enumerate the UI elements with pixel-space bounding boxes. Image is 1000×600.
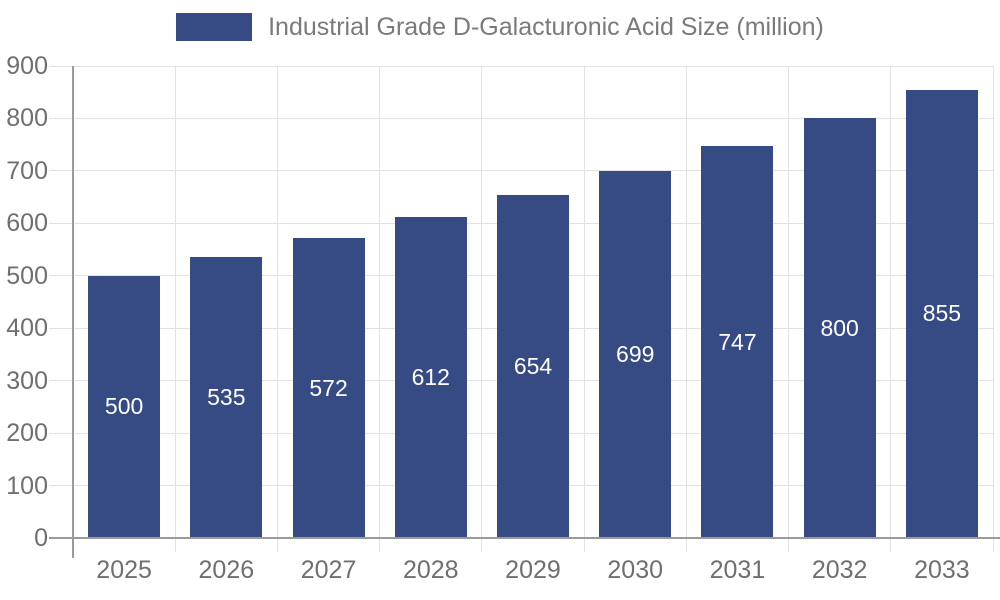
bar-2026: 535 bbox=[190, 257, 263, 538]
gridline-vertical bbox=[379, 66, 381, 552]
y-axis-line bbox=[72, 66, 74, 558]
gridline-horizontal bbox=[49, 117, 993, 119]
gridline-vertical bbox=[481, 66, 483, 552]
x-tick-label: 2028 bbox=[402, 556, 459, 584]
x-tick-label: 2033 bbox=[914, 556, 970, 584]
legend-label: Industrial Grade D-Galacturonic Acid Siz… bbox=[268, 13, 824, 41]
bar-2031: 747 bbox=[701, 146, 774, 538]
gridline-horizontal bbox=[49, 65, 993, 67]
x-tick-label: 2031 bbox=[709, 556, 766, 584]
bar-2032: 800 bbox=[803, 118, 876, 538]
y-tick-label: 200 bbox=[6, 419, 48, 448]
x-tick-label: 2027 bbox=[300, 556, 357, 584]
bar-2027: 572 bbox=[292, 238, 365, 538]
x-tick-label: 2030 bbox=[607, 556, 664, 584]
y-tick-label: 600 bbox=[6, 209, 48, 238]
y-tick-label: 300 bbox=[6, 366, 48, 395]
x-tick-label: 2026 bbox=[198, 556, 255, 584]
bar-value-label: 572 bbox=[309, 374, 348, 401]
bar-2025: 500 bbox=[88, 275, 161, 538]
bar-value-label: 855 bbox=[922, 300, 962, 327]
gridline-vertical bbox=[174, 66, 176, 552]
y-tick-label: 700 bbox=[6, 156, 48, 185]
bar-value-label: 747 bbox=[718, 328, 757, 355]
bar-2030: 699 bbox=[599, 171, 672, 538]
gridline-vertical bbox=[788, 66, 790, 552]
bar-value-label: 500 bbox=[104, 393, 144, 420]
bar-2033: 855 bbox=[905, 89, 978, 538]
x-tick-label: 2025 bbox=[96, 556, 152, 584]
y-tick-label: 900 bbox=[6, 52, 48, 80]
gridline-horizontal bbox=[49, 170, 993, 172]
bar-value-label: 699 bbox=[616, 341, 655, 368]
y-tick-label: 800 bbox=[6, 104, 48, 133]
bar-value-label: 654 bbox=[513, 352, 553, 379]
gridline-vertical bbox=[685, 66, 687, 552]
gridline-vertical bbox=[583, 66, 585, 552]
gridline-vertical bbox=[992, 66, 994, 552]
y-tick-label: 400 bbox=[6, 314, 48, 343]
y-tick-label: 100 bbox=[6, 471, 48, 500]
x-tick-label: 2029 bbox=[505, 556, 561, 584]
bar-value-label: 535 bbox=[207, 384, 246, 411]
chart-legend[interactable]: Industrial Grade D-Galacturonic Acid Siz… bbox=[0, 13, 1000, 41]
bar-value-label: 612 bbox=[411, 364, 450, 390]
bar-2028: 612 bbox=[394, 217, 467, 538]
y-tick-label: 0 bbox=[34, 524, 48, 552]
x-axis-line bbox=[49, 537, 1000, 539]
legend-swatch bbox=[176, 13, 253, 41]
bar-2029: 654 bbox=[497, 195, 569, 538]
gridline-vertical bbox=[890, 66, 892, 552]
x-tick-label: 2032 bbox=[811, 556, 868, 584]
gridline-vertical bbox=[276, 66, 278, 552]
y-tick-label: 500 bbox=[6, 261, 48, 290]
plot-area: 500 535 572 612 654 699 747 800 855 bbox=[49, 65, 1000, 558]
bar-value-label: 800 bbox=[820, 314, 859, 341]
